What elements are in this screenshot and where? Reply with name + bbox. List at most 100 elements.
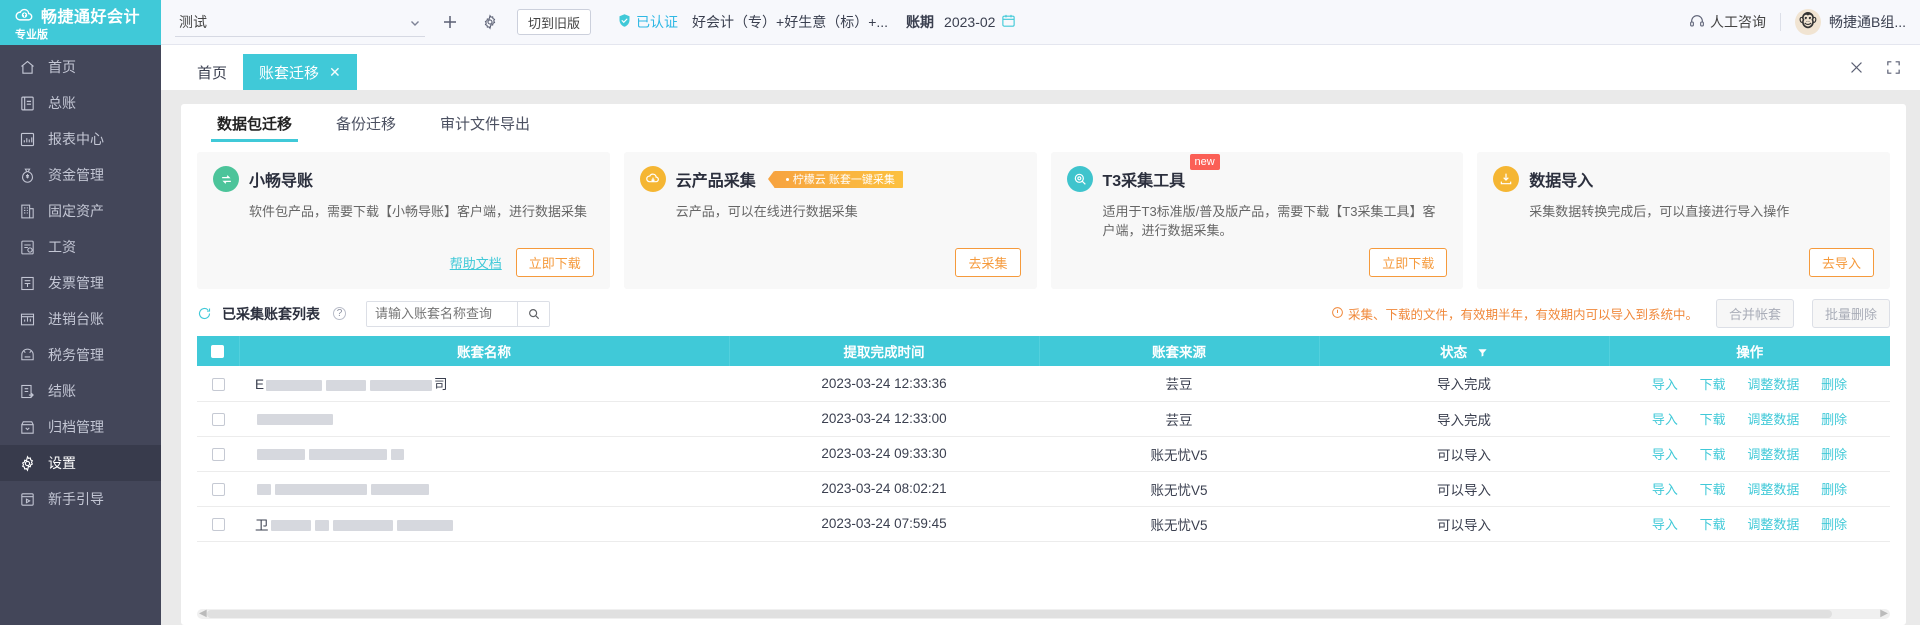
table-row[interactable]: 2023-03-24 12:33:00 芸豆 导入完成 导入 下载 调整数据 删…: [197, 401, 1890, 437]
select-all-checkbox-cell[interactable]: [197, 336, 240, 366]
close-icon[interactable]: ✕: [329, 63, 341, 80]
scroll-right-icon[interactable]: ▶: [1880, 608, 1888, 619]
fullscreen-icon[interactable]: [1885, 59, 1902, 76]
card-data-import: 数据导入 采集数据转换完成后，可以直接进行导入操作 去导入: [1477, 152, 1890, 289]
op-import-link[interactable]: 导入: [1651, 412, 1678, 427]
go-import-button[interactable]: 去导入: [1808, 248, 1874, 277]
op-download-link[interactable]: 下载: [1699, 447, 1726, 462]
card-title: 小畅导账: [249, 173, 314, 190]
table-row[interactable]: 2023-03-24 09:33:30 账无忧V5 可以导入 导入 下载 调整数…: [197, 436, 1890, 472]
filter-icon[interactable]: [1477, 346, 1488, 361]
switch-to-old-version-button[interactable]: 切到旧版: [517, 9, 592, 35]
tab-data-package-migration[interactable]: 数据包迁移: [195, 104, 314, 142]
horizontal-scrollbar[interactable]: ◀ ▶: [197, 608, 1890, 619]
tab-account-migration[interactable]: 账套迁移 ✕: [243, 54, 357, 90]
op-delete-link[interactable]: 删除: [1821, 412, 1848, 427]
sidebar-item-home[interactable]: 首页: [0, 49, 161, 85]
sidebar-item-guide[interactable]: 新手引导: [0, 481, 161, 517]
op-adjust-data-link[interactable]: 调整数据: [1747, 376, 1800, 392]
product-list-label: 好会计（专）+好生意（标）+...: [692, 14, 889, 30]
card-xiaochang-daozhang: 小畅导账 软件包产品，需要下载【小畅导账】客户端，进行数据采集 帮助文档 立即下…: [197, 152, 610, 289]
row-checkbox-cell[interactable]: [197, 506, 239, 542]
op-delete-link[interactable]: 删除: [1821, 482, 1848, 497]
sidebar-item-archive[interactable]: 归档管理: [0, 409, 161, 445]
checkbox-icon[interactable]: [211, 412, 225, 426]
sidebar-item-reports[interactable]: 报表中心: [0, 121, 161, 157]
op-download-link[interactable]: 下载: [1699, 376, 1726, 392]
period-value[interactable]: 2023-02: [944, 14, 996, 30]
scroll-left-icon[interactable]: ◀: [199, 608, 207, 619]
search-input[interactable]: [367, 301, 517, 326]
settings-button[interactable]: [475, 7, 505, 37]
account-set-select[interactable]: 测试: [175, 7, 425, 37]
search-icon[interactable]: [517, 301, 549, 326]
op-import-link[interactable]: 导入: [1651, 517, 1678, 532]
op-delete-link[interactable]: 删除: [1821, 517, 1848, 532]
op-download-link[interactable]: 下载: [1699, 482, 1726, 497]
op-adjust-data-link[interactable]: 调整数据: [1747, 517, 1800, 532]
checkbox-icon[interactable]: [211, 447, 225, 461]
sidebar-item-settings[interactable]: 设置: [0, 445, 161, 481]
op-import-link[interactable]: 导入: [1651, 482, 1678, 497]
gear-icon: [18, 454, 36, 472]
op-download-link[interactable]: 下载: [1699, 517, 1726, 532]
new-badge: new: [1189, 154, 1220, 170]
sidebar-item-funds[interactable]: 资金管理: [0, 157, 161, 193]
op-adjust-data-link[interactable]: 调整数据: [1747, 482, 1800, 497]
sidebar-item-fixed-assets[interactable]: 固定资产: [0, 193, 161, 229]
op-adjust-data-link[interactable]: 调整数据: [1747, 447, 1800, 462]
merge-account-sets-button[interactable]: 合并帐套: [1715, 299, 1794, 328]
avatar[interactable]: 🐵: [1794, 9, 1821, 35]
op-adjust-data-link[interactable]: 调整数据: [1747, 412, 1800, 427]
sidebar-item-invoice[interactable]: 发票管理: [0, 265, 161, 301]
batch-delete-button[interactable]: 批量删除: [1811, 299, 1890, 328]
column-header-status-label: 状态: [1440, 345, 1468, 360]
cell-operations: 导入 下载 调整数据 删除: [1609, 436, 1890, 472]
payroll-icon: [18, 238, 36, 256]
op-import-link[interactable]: 导入: [1651, 447, 1678, 462]
calendar-icon[interactable]: [1001, 13, 1016, 31]
sidebar-item-inventory[interactable]: 进销台账: [0, 301, 161, 337]
checkbox-icon[interactable]: [211, 482, 225, 496]
op-download-link[interactable]: 下载: [1699, 412, 1726, 427]
add-button[interactable]: [435, 7, 465, 37]
tab-backup-migration[interactable]: 备份迁移: [314, 104, 418, 142]
close-icon[interactable]: [1848, 59, 1865, 76]
card-description: 云产品，可以在线进行数据采集: [675, 204, 858, 219]
sidebar-item-tax[interactable]: 税务管理: [0, 337, 161, 373]
op-delete-link[interactable]: 删除: [1821, 447, 1848, 462]
row-checkbox-cell[interactable]: [197, 366, 239, 402]
divider: [1779, 13, 1781, 31]
sidebar-item-payroll[interactable]: 工资: [0, 229, 161, 265]
help-doc-link[interactable]: 帮助文档: [449, 256, 502, 271]
brand-name: 畅捷通好会计: [41, 9, 141, 26]
op-delete-link[interactable]: 删除: [1821, 376, 1848, 392]
username-label[interactable]: 畅捷通B组...: [1828, 14, 1906, 30]
question-mark-icon[interactable]: ?: [333, 307, 346, 320]
sidebar-item-label: 首页: [48, 59, 76, 75]
checkbox-icon[interactable]: [211, 377, 225, 391]
scrollbar-thumb[interactable]: [207, 610, 1833, 618]
row-checkbox-cell[interactable]: [197, 401, 239, 437]
tab-audit-file-export[interactable]: 审计文件导出: [418, 104, 552, 142]
go-collect-button[interactable]: 去采集: [955, 248, 1021, 277]
checkbox-icon[interactable]: [211, 345, 225, 359]
sidebar-item-closing[interactable]: 结账: [0, 373, 161, 409]
table-row[interactable]: 2023-03-24 08:02:21 账无忧V5 可以导入 导入 下载 调整数…: [197, 471, 1890, 507]
checkbox-icon[interactable]: [211, 517, 225, 531]
cell-source: 芸豆: [1039, 366, 1319, 402]
sidebar-item-ledger[interactable]: 总账: [0, 85, 161, 121]
row-checkbox-cell[interactable]: [197, 471, 239, 507]
shield-check-icon: [617, 13, 632, 31]
download-now-button[interactable]: 立即下载: [1369, 248, 1448, 277]
consult-button[interactable]: 人工咨询: [1689, 12, 1766, 32]
cell-extract-time: 2023-03-24 12:33:00: [729, 401, 1039, 437]
table-row[interactable]: 卫 2023-03-24 07:59:45 账无忧V5 可以导入 导入 下载 调…: [197, 506, 1890, 542]
download-now-button[interactable]: 立即下载: [515, 248, 594, 277]
list-title: 已采集账套列表: [222, 305, 320, 322]
op-import-link[interactable]: 导入: [1651, 376, 1678, 392]
search-box[interactable]: [366, 300, 550, 327]
row-checkbox-cell[interactable]: [197, 436, 239, 472]
tab-home[interactable]: 首页: [181, 54, 243, 90]
